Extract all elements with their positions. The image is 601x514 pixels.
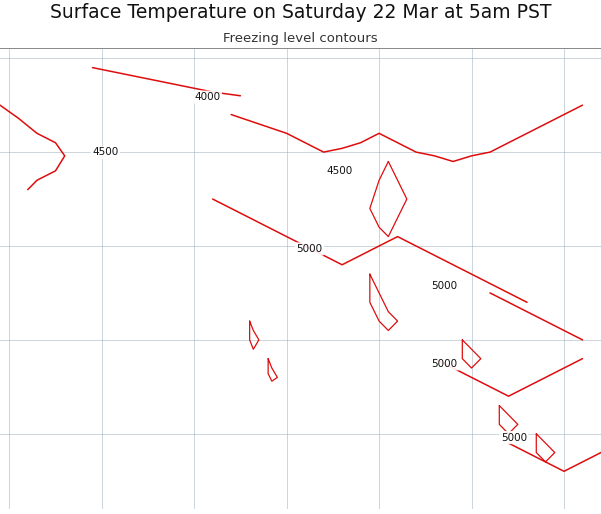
Text: 4500: 4500 [92,148,118,157]
Text: 4000: 4000 [194,92,221,102]
Text: Surface Temperature on Saturday 22 Mar at 5am PST: Surface Temperature on Saturday 22 Mar a… [50,3,551,22]
Text: Freezing level contours: Freezing level contours [223,31,378,45]
Text: 5000: 5000 [296,244,323,254]
Text: 5000: 5000 [501,433,527,443]
Text: 5000: 5000 [432,359,458,369]
Text: 5000: 5000 [432,281,458,291]
Text: 4500: 4500 [326,166,353,176]
